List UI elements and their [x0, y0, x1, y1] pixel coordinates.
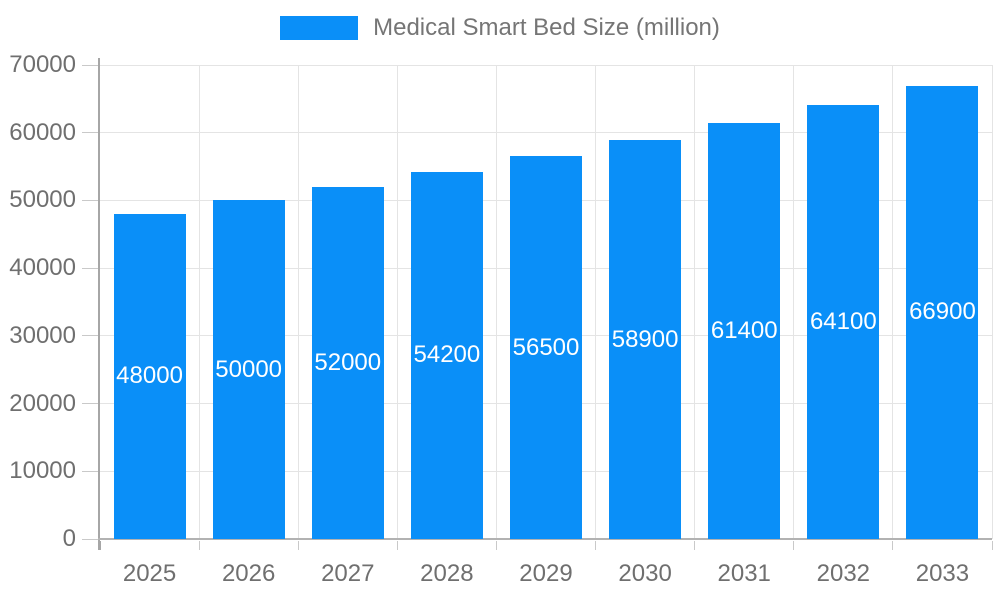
- bar[interactable]: [510, 156, 582, 539]
- bar[interactable]: [212, 200, 285, 539]
- x-axis-tick: [99, 541, 101, 550]
- bar[interactable]: [807, 104, 880, 539]
- bar-value-label: 64100: [809, 307, 877, 335]
- x-gridline: [991, 65, 993, 539]
- x-axis-tick: [495, 541, 497, 550]
- y-axis-tick: [82, 132, 100, 134]
- x-gridline: [892, 65, 894, 539]
- legend-label: Medical Smart Bed Size (million): [373, 14, 720, 41]
- x-tick-label: 2033: [915, 560, 970, 587]
- x-axis-tick: [991, 541, 993, 550]
- chart-legend[interactable]: Medical Smart Bed Size (million): [0, 14, 1000, 42]
- x-axis-line: [98, 538, 992, 540]
- y-tick-label: 10000: [9, 457, 76, 485]
- x-axis-tick: [892, 541, 894, 550]
- x-axis-tick: [595, 541, 597, 550]
- y-tick-label: 0: [62, 525, 76, 552]
- x-gridline: [694, 65, 696, 539]
- y-gridline: [100, 132, 992, 134]
- x-tick-label: 2029: [519, 560, 573, 587]
- x-gridline: [198, 65, 200, 539]
- bar-value-label: 50000: [215, 355, 283, 383]
- y-tick-label: 20000: [9, 389, 76, 417]
- bar[interactable]: [311, 186, 384, 539]
- y-axis-tick: [82, 538, 100, 540]
- x-gridline: [396, 65, 398, 539]
- y-axis-tick: [82, 199, 100, 201]
- bar-value-label: 61400: [710, 317, 778, 345]
- x-tick-label: 2031: [717, 560, 771, 587]
- y-tick-label: 40000: [9, 254, 76, 282]
- x-axis-tick: [396, 541, 398, 550]
- y-axis-tick: [82, 470, 100, 472]
- x-gridline: [595, 65, 597, 539]
- bar[interactable]: [609, 140, 682, 539]
- x-gridline: [297, 65, 299, 539]
- bar[interactable]: [410, 171, 483, 539]
- x-tick-label: 2027: [321, 560, 375, 587]
- legend-swatch-icon: [280, 16, 359, 40]
- x-gridline: [793, 65, 795, 539]
- x-axis-tick: [297, 541, 299, 550]
- x-axis-tick: [793, 541, 795, 550]
- bar[interactable]: [113, 213, 186, 539]
- x-gridline: [495, 65, 497, 539]
- y-axis-line: [98, 58, 100, 550]
- x-tick-label: 2030: [618, 560, 672, 587]
- y-gridline: [100, 64, 992, 66]
- bar-value-label: 56500: [512, 333, 580, 361]
- x-tick-label: 2032: [816, 560, 871, 587]
- x-tick-label: 2028: [420, 560, 474, 587]
- bar-value-label: 66900: [909, 298, 976, 326]
- y-axis-tick: [82, 267, 100, 269]
- y-axis-tick: [82, 403, 100, 405]
- bar[interactable]: [708, 123, 781, 539]
- x-tick-label: 2025: [122, 560, 177, 587]
- bar[interactable]: [906, 85, 979, 539]
- y-tick-label: 50000: [9, 186, 76, 214]
- bar-value-label: 54200: [413, 341, 481, 369]
- y-tick-label: 70000: [9, 51, 76, 78]
- x-axis-tick: [198, 541, 200, 550]
- bar-value-label: 48000: [116, 362, 183, 390]
- x-tick-label: 2026: [221, 560, 276, 587]
- y-axis-tick: [82, 64, 100, 66]
- x-axis-tick: [694, 541, 696, 550]
- y-tick-label: 60000: [9, 118, 76, 146]
- bar-value-label: 58900: [611, 325, 679, 353]
- bar-value-label: 52000: [314, 348, 382, 376]
- y-axis-tick: [82, 335, 100, 337]
- y-tick-label: 30000: [9, 321, 76, 349]
